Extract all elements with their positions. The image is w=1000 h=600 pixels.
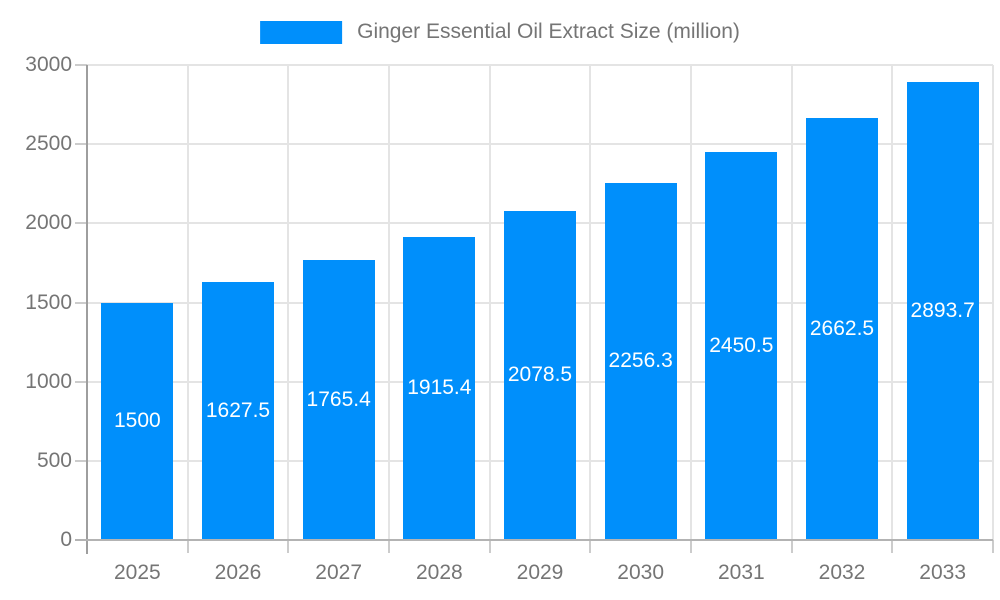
- x-axis-tick: [992, 540, 994, 553]
- legend-label: Ginger Essential Oil Extract Size (milli…: [357, 20, 740, 43]
- x-axis-tick: [488, 540, 491, 553]
- gridline-vertical: [488, 65, 491, 540]
- y-tick-label: 1000: [25, 369, 72, 393]
- y-tick-label: 500: [36, 448, 72, 472]
- bar-2026[interactable]: [202, 282, 274, 540]
- y-axis-tick: [75, 143, 87, 146]
- y-axis-line: [86, 65, 88, 554]
- gridline-vertical: [891, 65, 894, 540]
- bar-2027[interactable]: [302, 260, 375, 540]
- bar-value-label: 2078.5: [507, 363, 573, 387]
- x-axis-tick: [790, 540, 793, 553]
- bar-2033[interactable]: [906, 81, 979, 540]
- x-tick-label: 2029: [516, 561, 564, 584]
- x-tick-label: 2027: [315, 561, 363, 584]
- x-tick-label: 2032: [818, 561, 866, 584]
- gridline-vertical: [690, 65, 692, 540]
- bar-2030[interactable]: [604, 182, 677, 540]
- x-axis-tick: [690, 540, 692, 553]
- y-axis-tick: [75, 301, 87, 304]
- x-axis-tick: [388, 540, 390, 553]
- bar-value-label: 2450.5: [709, 334, 774, 357]
- bar-2031[interactable]: [705, 152, 778, 540]
- gridline-vertical: [186, 65, 189, 540]
- x-tick-label: 2026: [214, 561, 262, 584]
- gridline-horizontal: [87, 64, 993, 66]
- gridline-vertical: [790, 65, 793, 540]
- x-tick-label: 2033: [919, 561, 967, 584]
- legend-swatch: [260, 20, 343, 44]
- bar-2028[interactable]: [403, 236, 476, 540]
- y-tick-label: 1500: [25, 290, 72, 314]
- y-tick-label: 2000: [25, 211, 72, 235]
- bar-value-label: 2662.5: [809, 317, 875, 341]
- bar-value-label: 1627.5: [205, 399, 271, 423]
- x-axis-tick: [891, 540, 894, 553]
- x-axis-tick: [589, 540, 592, 553]
- x-axis-line: [75, 539, 993, 541]
- bar-value-label: 1915.4: [407, 376, 472, 400]
- bar-2029[interactable]: [504, 210, 576, 540]
- x-tick-label: 2031: [717, 561, 765, 584]
- gridline-horizontal: [87, 143, 993, 146]
- y-tick-label: 0: [60, 528, 72, 551]
- x-tick-label: 2028: [415, 561, 463, 584]
- y-tick-label: 2500: [25, 132, 72, 156]
- y-axis-tick: [75, 380, 87, 383]
- gridline-vertical: [992, 65, 994, 540]
- x-axis-tick: [186, 540, 189, 553]
- x-tick-label: 2025: [113, 561, 161, 584]
- x-axis-tick: [287, 540, 290, 553]
- gridline-vertical: [388, 65, 390, 540]
- bar-value-label: 1500: [113, 409, 161, 433]
- legend-item[interactable]: Ginger Essential Oil Extract Size (milli…: [260, 20, 740, 44]
- bar-value-label: 1765.4: [306, 388, 371, 412]
- y-axis-tick: [75, 64, 87, 66]
- bar-value-label: 2256.3: [608, 349, 673, 373]
- x-tick-label: 2030: [617, 561, 665, 584]
- y-tick-label: 3000: [25, 53, 72, 76]
- bar-2032[interactable]: [806, 118, 878, 540]
- gridline-vertical: [287, 65, 290, 540]
- bar-2025[interactable]: [101, 302, 174, 540]
- y-axis-tick: [75, 459, 87, 462]
- bar-value-label: 2893.7: [910, 298, 975, 322]
- gridline-vertical: [589, 65, 592, 540]
- y-axis-tick: [75, 222, 87, 225]
